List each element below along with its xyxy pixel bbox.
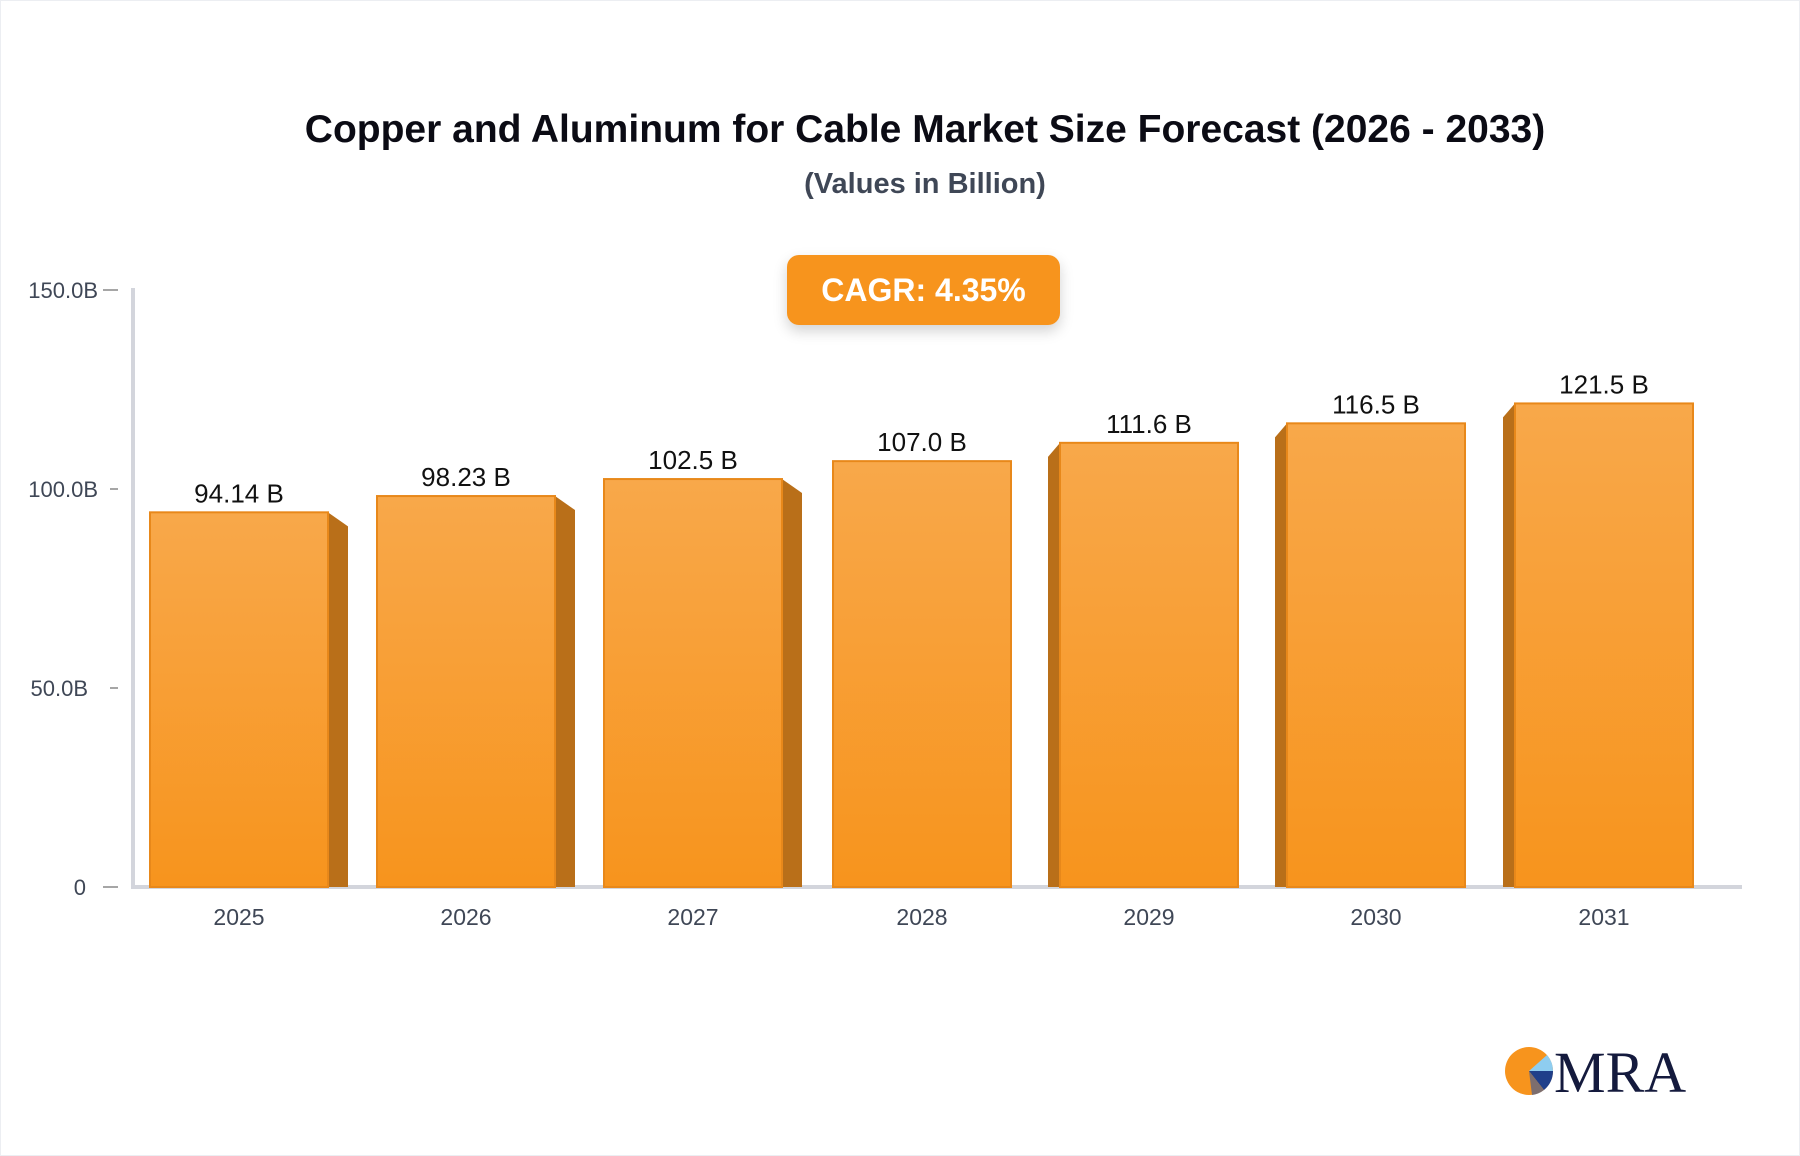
x-tick-label: 2027 xyxy=(667,904,718,930)
bar-side xyxy=(1275,423,1287,887)
bar xyxy=(1059,441,1239,888)
data-label: 107.0 B xyxy=(877,427,967,457)
x-tick-label: 2029 xyxy=(1123,904,1174,930)
bar-2029: 111.6 B 2029 xyxy=(1048,409,1239,930)
chart-title: Copper and Aluminum for Cable Market Siz… xyxy=(304,108,1546,151)
x-tick-label: 2030 xyxy=(1350,904,1401,930)
data-label: 94.14 B xyxy=(194,478,284,508)
bar-side xyxy=(1048,442,1060,887)
mra-logo: MRA xyxy=(1504,1040,1704,1105)
chart-subtitle: (Values in Billion) xyxy=(804,168,1046,200)
bar-side xyxy=(328,512,348,887)
x-tick-label: 2026 xyxy=(440,904,491,930)
data-label: 111.6 B xyxy=(1106,409,1192,439)
y-tick-label: 150.0B xyxy=(28,278,98,303)
bar-2031: 121.5 B 2031 xyxy=(1503,369,1694,930)
bar xyxy=(832,460,1012,888)
y-tick-label: 0 xyxy=(74,875,86,900)
svg-text:MRA: MRA xyxy=(1554,1040,1686,1100)
bar xyxy=(603,478,783,888)
bar xyxy=(376,495,556,888)
x-tick-label: 2031 xyxy=(1578,904,1629,930)
x-tick-label: 2028 xyxy=(896,904,947,930)
bar-side xyxy=(782,479,802,887)
bar-2026: 98.23 B 2026 xyxy=(376,462,575,930)
data-label: 121.5 B xyxy=(1559,369,1649,399)
y-tick-label: 100.0B xyxy=(28,477,98,502)
bar xyxy=(149,511,329,888)
bar xyxy=(1514,402,1694,888)
y-tick-label: 50.0B xyxy=(31,676,89,701)
x-tick-label: 2025 xyxy=(213,904,264,930)
data-label: 116.5 B xyxy=(1332,389,1420,419)
bar xyxy=(1286,422,1466,888)
data-label: 98.23 B xyxy=(421,462,511,492)
bar-side xyxy=(1503,403,1515,887)
bar-2028: 107.0 B 2028 xyxy=(832,427,1012,930)
data-label: 102.5 B xyxy=(648,445,738,475)
bar-2025: 94.14 B 2025 xyxy=(149,478,348,930)
bar-2027: 102.5 B 2027 xyxy=(603,445,802,930)
bar-side xyxy=(555,496,575,887)
cagr-badge: CAGR: 4.35% xyxy=(787,255,1060,325)
bar-2030: 116.5 B 2030 xyxy=(1275,389,1466,930)
